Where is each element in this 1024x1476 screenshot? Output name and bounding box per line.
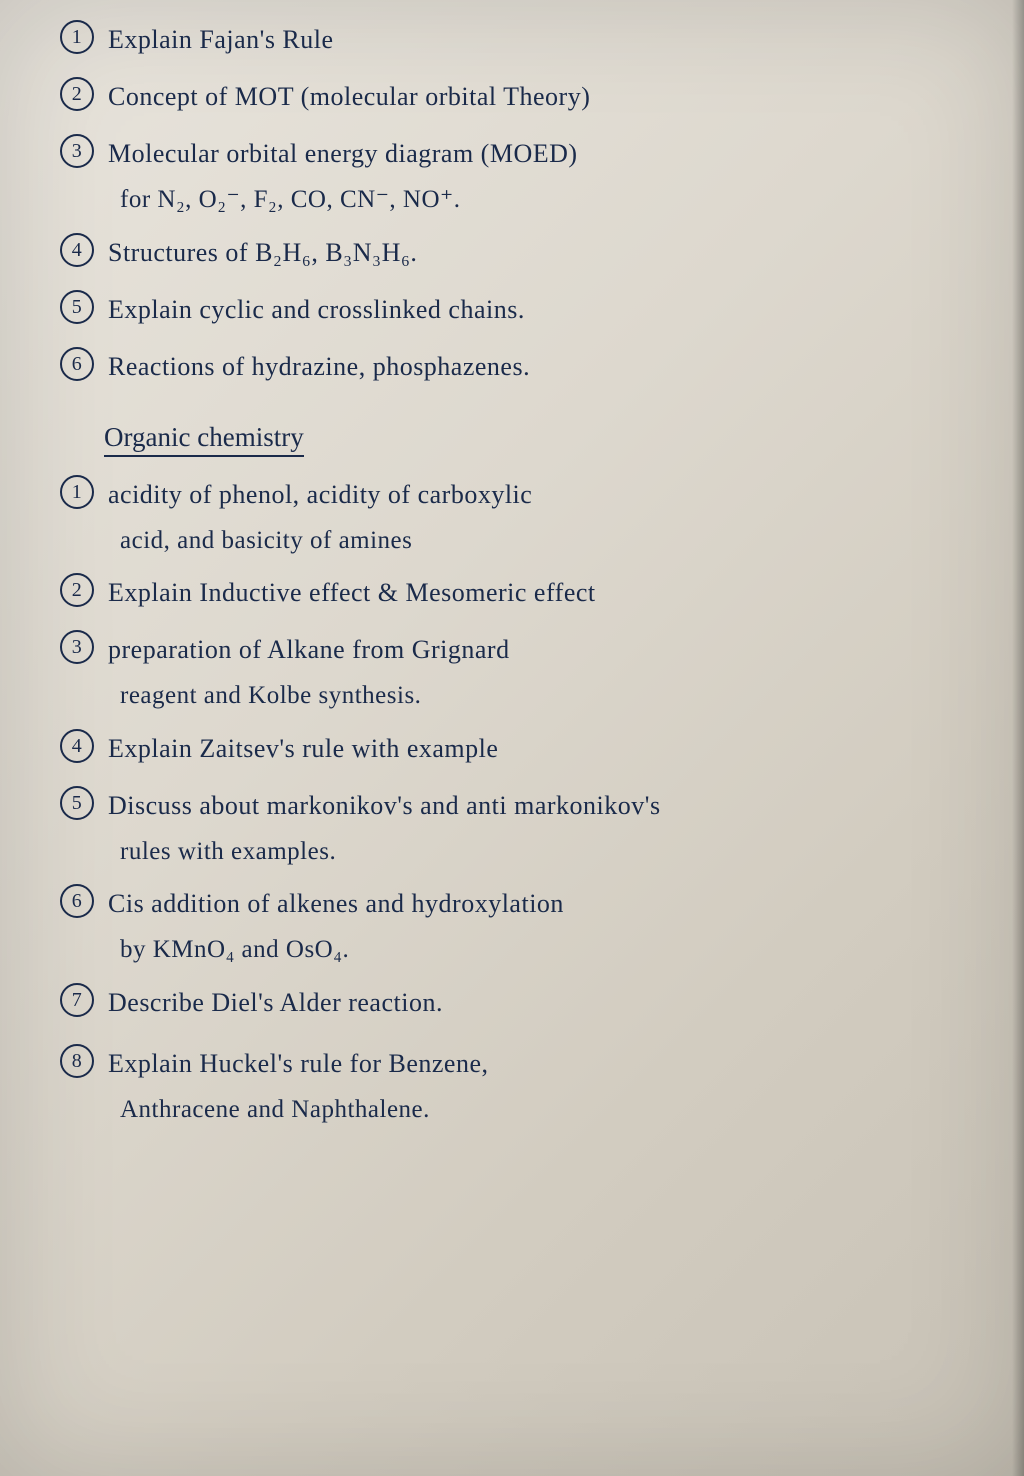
- bullet-number: 8: [60, 1044, 94, 1078]
- list-item: 4 Structures of B₂H₆, B₃N₃H₆.: [60, 233, 984, 272]
- list-item: 6 Cis addition of alkenes and hydroxylat…: [60, 884, 984, 923]
- bullet-number: 4: [60, 729, 94, 763]
- item-text: Reactions of hydrazine, phosphazenes.: [108, 347, 530, 386]
- bullet-number: 1: [60, 475, 94, 509]
- bullet-number: 6: [60, 884, 94, 918]
- bullet-number: 1: [60, 20, 94, 54]
- item-text: Concept of MOT (molecular orbital Theory…: [108, 77, 590, 116]
- item-text: Cis addition of alkenes and hydroxylatio…: [108, 884, 564, 923]
- list-item: 2 Explain Inductive effect & Mesomeric e…: [60, 573, 984, 612]
- list-item: 1 acidity of phenol, acidity of carboxyl…: [60, 475, 984, 514]
- item-subtext: rules with examples.: [120, 833, 984, 871]
- bullet-number: 4: [60, 233, 94, 267]
- list-item: 5 Discuss about markonikov's and anti ma…: [60, 786, 984, 825]
- item-text: Explain Huckel's rule for Benzene,: [108, 1044, 489, 1083]
- list-item: 3 preparation of Alkane from Grignard: [60, 630, 984, 669]
- bullet-number: 5: [60, 786, 94, 820]
- item-subtext: Anthracene and Naphthalene.: [120, 1091, 984, 1129]
- list-item: 7 Describe Diel's Alder reaction.: [60, 983, 984, 1022]
- item-subtext: for N₂, O₂⁻, F₂, CO, CN⁻, NO⁺.: [120, 181, 984, 219]
- heading-text: Organic chemistry: [104, 422, 304, 457]
- item-text: preparation of Alkane from Grignard: [108, 630, 510, 669]
- item-text: Explain Zaitsev's rule with example: [108, 729, 498, 768]
- item-text: Explain cyclic and crosslinked chains.: [108, 290, 525, 329]
- item-text: Molecular orbital energy diagram (MOED): [108, 134, 578, 173]
- item-text: acidity of phenol, acidity of carboxylic: [108, 475, 532, 514]
- bullet-number: 2: [60, 573, 94, 607]
- item-subtext: by KMnO₄ and OsO₄.: [120, 931, 984, 969]
- item-text: Describe Diel's Alder reaction.: [108, 983, 443, 1022]
- section-heading: Organic chemistry: [60, 404, 984, 475]
- item-text: Explain Inductive effect & Mesomeric eff…: [108, 573, 596, 612]
- item-text: Explain Fajan's Rule: [108, 20, 334, 59]
- bullet-number: 2: [60, 77, 94, 111]
- item-subtext: acid, and basicity of amines: [120, 522, 984, 560]
- list-item: 1 Explain Fajan's Rule: [60, 20, 984, 59]
- list-item: 6 Reactions of hydrazine, phosphazenes.: [60, 347, 984, 386]
- list-item: 4 Explain Zaitsev's rule with example: [60, 729, 984, 768]
- list-item: 8 Explain Huckel's rule for Benzene,: [60, 1044, 984, 1083]
- bullet-number: 3: [60, 630, 94, 664]
- bullet-number: 3: [60, 134, 94, 168]
- list-item: 3 Molecular orbital energy diagram (MOED…: [60, 134, 984, 173]
- item-text: Discuss about markonikov's and anti mark…: [108, 786, 661, 825]
- item-text: Structures of B₂H₆, B₃N₃H₆.: [108, 233, 417, 272]
- notebook-page: 1 Explain Fajan's Rule 2 Concept of MOT …: [0, 0, 1024, 1476]
- list-item: 2 Concept of MOT (molecular orbital Theo…: [60, 77, 984, 116]
- list-item: 5 Explain cyclic and crosslinked chains.: [60, 290, 984, 329]
- bullet-number: 5: [60, 290, 94, 324]
- bullet-number: 6: [60, 347, 94, 381]
- bullet-number: 7: [60, 983, 94, 1017]
- page-edge-shadow: [1012, 0, 1024, 1476]
- item-subtext: reagent and Kolbe synthesis.: [120, 677, 984, 715]
